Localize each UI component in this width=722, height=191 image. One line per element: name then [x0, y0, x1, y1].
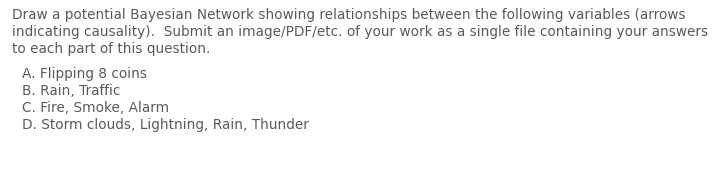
Text: to each part of this question.: to each part of this question.: [12, 42, 210, 56]
Text: Draw a potential Bayesian Network showing relationships between the following va: Draw a potential Bayesian Network showin…: [12, 8, 686, 22]
Text: A. Flipping 8 coins: A. Flipping 8 coins: [22, 67, 147, 81]
Text: D. Storm clouds, Lightning, Rain, Thunder: D. Storm clouds, Lightning, Rain, Thunde…: [22, 118, 309, 132]
Text: B. Rain, Traffic: B. Rain, Traffic: [22, 84, 121, 98]
Text: C. Fire, Smoke, Alarm: C. Fire, Smoke, Alarm: [22, 101, 169, 115]
Text: indicating causality).  Submit an image/PDF/etc. of your work as a single file c: indicating causality). Submit an image/P…: [12, 25, 708, 39]
